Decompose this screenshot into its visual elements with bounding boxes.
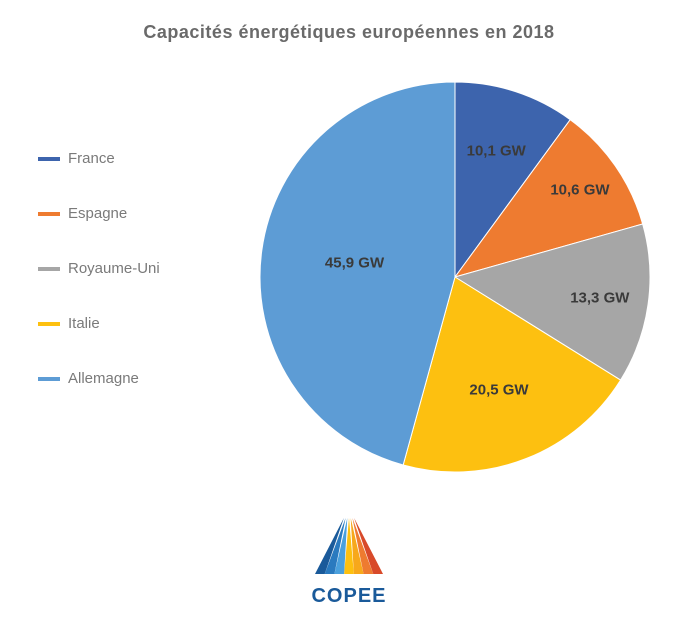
legend-label: Royaume-Uni <box>68 260 160 277</box>
legend-swatch <box>38 267 60 271</box>
legend-label: Espagne <box>68 205 127 222</box>
legend-swatch <box>38 377 60 381</box>
pie-slice-label: 10,1 GW <box>467 142 526 159</box>
legend-swatch <box>38 212 60 216</box>
pie-slice-label: 20,5 GW <box>469 381 528 398</box>
legend-label: Allemagne <box>68 370 139 387</box>
brand-logo: COPEE <box>0 516 698 608</box>
legend-item: France <box>38 150 218 167</box>
pie-slice-label: 45,9 GW <box>325 255 384 272</box>
legend-item: Italie <box>38 315 218 332</box>
legend-swatch <box>38 157 60 161</box>
brand-logo-text: COPEE <box>0 585 698 608</box>
legend-item: Espagne <box>38 205 218 222</box>
legend-item: Royaume-Uni <box>38 260 218 277</box>
legend-label: Italie <box>68 315 100 332</box>
pie-chart: 10,1 GW 10,6 GW 13,3 GW 20,5 GW 45,9 GW <box>250 72 660 482</box>
legend: France Espagne Royaume-Uni Italie Allemagne <box>38 150 218 425</box>
legend-swatch <box>38 322 60 326</box>
pie-slice-label: 10,6 GW <box>550 182 609 199</box>
legend-item: Allemagne <box>38 370 218 387</box>
pie-slice-label: 13,3 GW <box>570 289 629 306</box>
legend-label: France <box>68 150 115 167</box>
chart-title: Capacités énergétiques européennes en 20… <box>0 22 698 43</box>
